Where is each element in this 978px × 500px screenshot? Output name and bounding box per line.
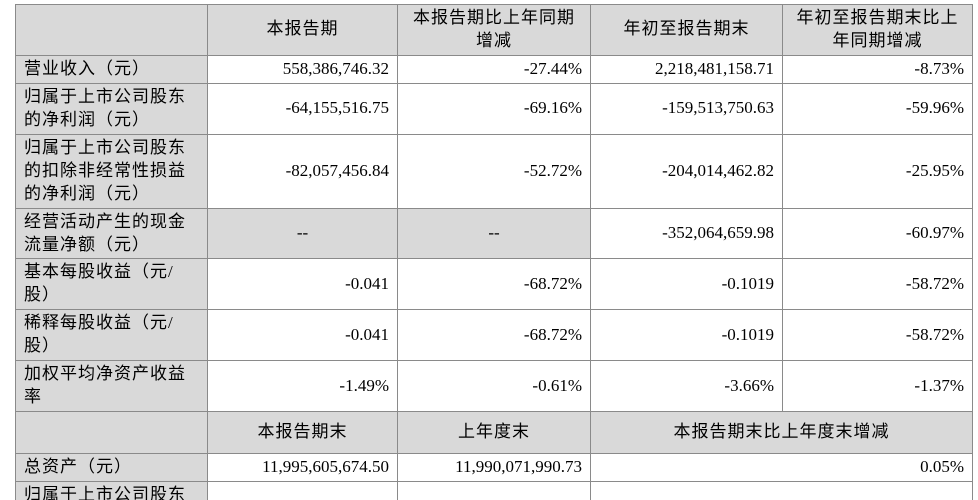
row-label-net-profit-excl-nonrecurring: 归属于上市公司股东的扣除非经常性损益的净利润（元）: [15, 133, 208, 209]
cell-basic-eps-current: -0.041: [207, 258, 398, 311]
cell-net-profit-ytd: -159,513,750.63: [590, 82, 783, 135]
cell-roe-current: -1.49%: [207, 360, 398, 413]
cell-roe-yoy: -0.61%: [397, 360, 591, 413]
cell-net-profit-current: -64,155,516.75: [207, 82, 398, 135]
column-header-ytd-yoy: 年初至报告期末比上年同期增减: [782, 4, 973, 56]
table-row-revenue: 营业收入（元） 558,386,746.32 -27.44% 2,218,481…: [15, 54, 973, 84]
header-row-period-end: 本报告期末 上年度末 本报告期末比上年度末增减: [15, 411, 973, 455]
column-header-current-period: 本报告期: [207, 4, 398, 56]
header-corner-cell: [15, 4, 208, 56]
row-label-shareholders-equity: 归属于上市公司股东的所有者权益（元）: [15, 481, 208, 500]
cell-excl-nonrecurring-current: -82,057,456.84: [207, 133, 398, 209]
header-row-period: 本报告期 本报告期比上年同期增减 年初至报告期末 年初至报告期末比上年同期增减: [15, 4, 973, 56]
cell-basic-eps-yoy: -68.72%: [397, 258, 591, 311]
cell-total-assets-prev-year-end: 11,990,071,990.73: [397, 453, 591, 483]
cell-revenue-ytd-yoy: -8.73%: [782, 54, 973, 84]
cell-revenue-current: 558,386,746.32: [207, 54, 398, 84]
row-label-operating-cash-flow: 经营活动产生的现金流量净额（元）: [15, 207, 208, 260]
table-row-basic-eps: 基本每股收益（元/股） -0.041 -68.72% -0.1019 -58.7…: [15, 258, 973, 311]
cell-cash-flow-current: --: [207, 207, 398, 260]
table-row-total-assets: 总资产（元） 11,995,605,674.50 11,990,071,990.…: [15, 453, 973, 483]
cell-basic-eps-ytd-yoy: -58.72%: [782, 258, 973, 311]
column-header-prev-year-end: 上年度末: [397, 411, 591, 455]
cell-cash-flow-yoy: --: [397, 207, 591, 260]
cell-roe-ytd-yoy: -1.37%: [782, 360, 973, 413]
cell-net-profit-yoy: -69.16%: [397, 82, 591, 135]
row-label-basic-eps: 基本每股收益（元/股）: [15, 258, 208, 311]
table-row-operating-cash-flow: 经营活动产生的现金流量净额（元） -- -- -352,064,659.98 -…: [15, 207, 973, 260]
row-label-revenue: 营业收入（元）: [15, 54, 208, 84]
column-header-period-end-change: 本报告期末比上年度末增减: [590, 411, 973, 455]
row-label-total-assets: 总资产（元）: [15, 453, 208, 483]
row-label-weighted-avg-roe: 加权平均净资产收益率: [15, 360, 208, 413]
cell-equity-prev-year-end: 4,430,599,250.99: [397, 481, 591, 500]
financial-summary-table: 本报告期 本报告期比上年同期增减 年初至报告期末 年初至报告期末比上年同期增减 …: [15, 4, 973, 500]
table-row-net-profit-excl-nonrecurring: 归属于上市公司股东的扣除非经常性损益的净利润（元） -82,057,456.84…: [15, 133, 973, 209]
cell-excl-nonrecurring-ytd: -204,014,462.82: [590, 133, 783, 209]
cell-net-profit-ytd-yoy: -59.96%: [782, 82, 973, 135]
cell-equity-change: -3.04%: [590, 481, 973, 500]
cell-cash-flow-ytd: -352,064,659.98: [590, 207, 783, 260]
cell-excl-nonrecurring-yoy: -52.72%: [397, 133, 591, 209]
cell-revenue-yoy: -27.44%: [397, 54, 591, 84]
cell-diluted-eps-yoy: -68.72%: [397, 309, 591, 362]
cell-cash-flow-ytd-yoy: -60.97%: [782, 207, 973, 260]
cell-revenue-ytd: 2,218,481,158.71: [590, 54, 783, 84]
table-row-weighted-avg-roe: 加权平均净资产收益率 -1.49% -0.61% -3.66% -1.37%: [15, 360, 973, 413]
table-row-diluted-eps: 稀释每股收益（元/股） -0.041 -68.72% -0.1019 -58.7…: [15, 309, 973, 362]
table-row-shareholders-equity: 归属于上市公司股东的所有者权益（元） 4,295,754,168.78 4,43…: [15, 481, 973, 500]
cell-equity-period-end: 4,295,754,168.78: [207, 481, 398, 500]
cell-excl-nonrecurring-ytd-yoy: -25.95%: [782, 133, 973, 209]
table-row-net-profit: 归属于上市公司股东的净利润（元） -64,155,516.75 -69.16% …: [15, 82, 973, 135]
column-header-period-end: 本报告期末: [207, 411, 398, 455]
cell-diluted-eps-ytd: -0.1019: [590, 309, 783, 362]
cell-diluted-eps-current: -0.041: [207, 309, 398, 362]
cell-total-assets-change: 0.05%: [590, 453, 973, 483]
column-header-current-period-yoy: 本报告期比上年同期增减: [397, 4, 591, 56]
cell-roe-ytd: -3.66%: [590, 360, 783, 413]
row-label-diluted-eps: 稀释每股收益（元/股）: [15, 309, 208, 362]
column-header-ytd: 年初至报告期末: [590, 4, 783, 56]
cell-basic-eps-ytd: -0.1019: [590, 258, 783, 311]
cell-diluted-eps-ytd-yoy: -58.72%: [782, 309, 973, 362]
header2-corner-cell: [15, 411, 208, 455]
row-label-net-profit: 归属于上市公司股东的净利润（元）: [15, 82, 208, 135]
cell-total-assets-period-end: 11,995,605,674.50: [207, 453, 398, 483]
